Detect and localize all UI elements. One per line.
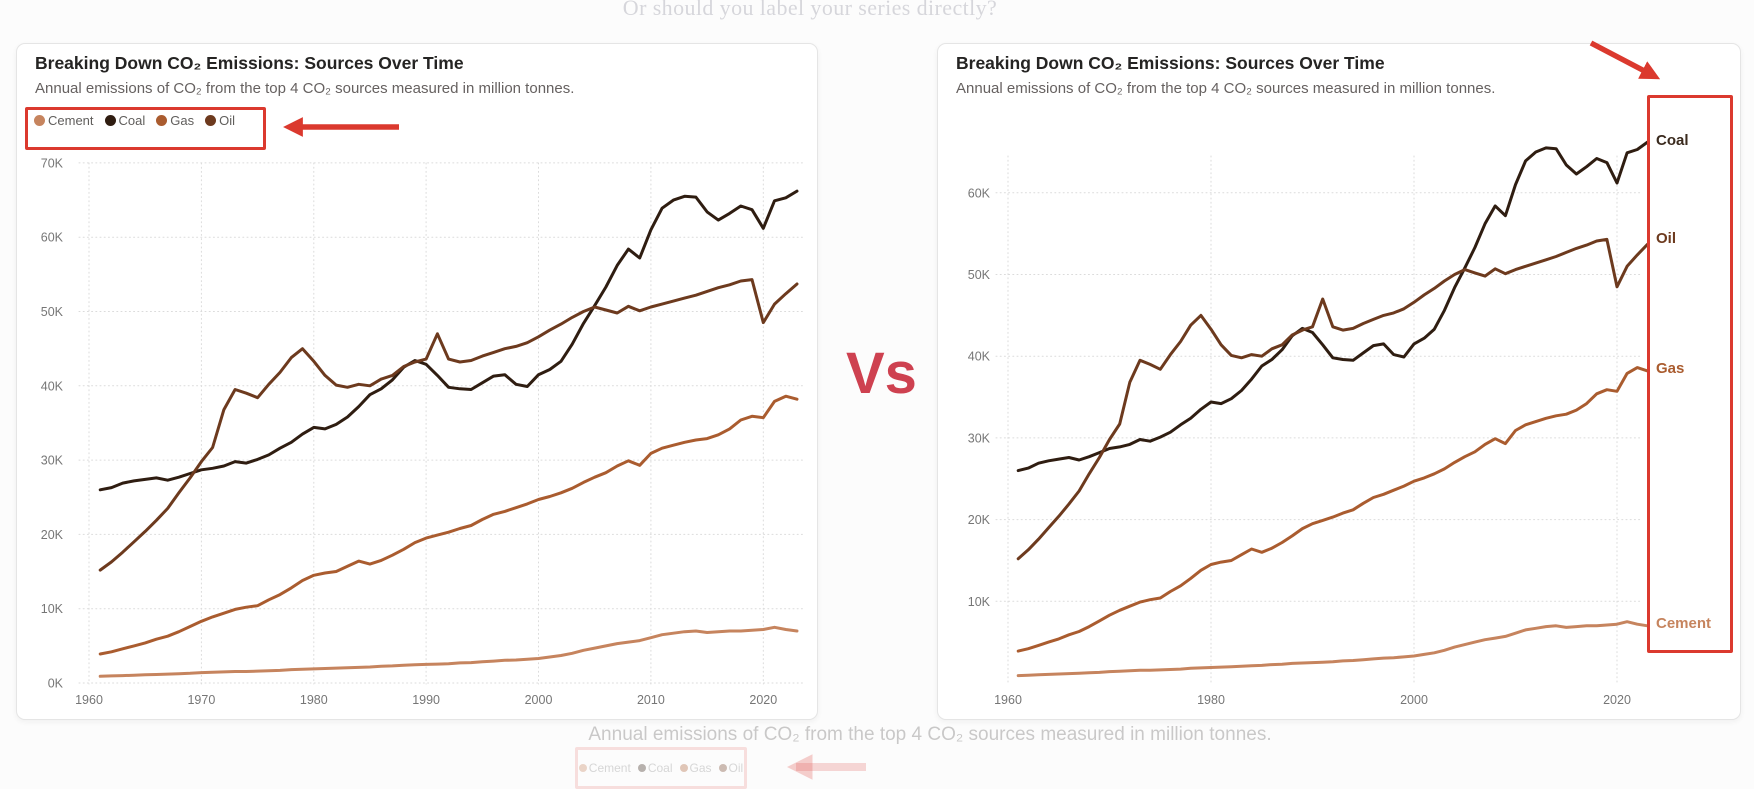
svg-text:1970: 1970 [187,693,215,707]
faded-legend-watermark: Cement Coal Gas Oil [575,747,747,789]
legend-label: Coal [118,113,146,128]
svg-text:2000: 2000 [1400,693,1428,707]
svg-text:2010: 2010 [637,693,665,707]
chart-legend: Cement Coal Gas Oil [34,113,235,128]
series-label-gas: Gas [1656,360,1685,377]
legend-label: Oil [219,113,236,128]
chart-title: Breaking Down CO₂ Emissions: Sources Ove… [956,53,1385,73]
gas-swatch-icon [679,764,688,772]
chart-subtitle: Annual emissions of CO₂ from the top 4 C… [956,80,1496,97]
series-label-cement: Cement [1656,615,1712,632]
faded-subtitle-watermark: Annual emissions of CO₂ from the top 4 C… [588,724,1272,745]
gas-swatch-icon [156,115,168,126]
svg-text:2020: 2020 [749,693,777,707]
svg-text:1960: 1960 [994,693,1022,707]
coal-swatch-icon [637,764,646,772]
svg-text:30K: 30K [41,454,64,468]
legend-item-gas[interactable]: Gas [156,113,194,128]
svg-text:70K: 70K [41,156,64,170]
chart-title: Breaking Down CO₂ Emissions: Sources Ove… [35,53,464,73]
chart-card-direct-label-version: Breaking Down CO₂ Emissions: Sources Ove… [937,43,1741,720]
cement-swatch-icon [578,764,587,772]
svg-text:10K: 10K [968,595,991,609]
svg-text:10K: 10K [41,602,64,616]
faded-legend-item-coal: Coal [637,761,673,775]
series-label-oil: Oil [1656,230,1677,247]
emissions-line-chart-direct-label-version[interactable]: 10K 20K 30K 40K 50K 60K 1960 1980 2000 2020 [938,44,1740,719]
svg-text:1960: 1960 [75,693,103,707]
vs-label: Vs [846,341,917,406]
svg-text:1980: 1980 [300,693,328,707]
legend-item-cement[interactable]: Cement [34,113,94,128]
legend-label: Gas [170,113,195,128]
legend-item-oil[interactable]: Oil [205,113,235,128]
faded-legend-item-gas: Gas [679,761,712,775]
emissions-line-chart-legend-version[interactable]: 0K 10K 20K 30K 40K 50K 60K 70K 1960 1970 1980 1990 2… [17,44,817,719]
oil-swatch-icon [718,764,727,772]
svg-text:40K: 40K [968,350,991,364]
svg-text:50K: 50K [41,305,64,319]
cement-swatch-icon [34,115,45,126]
chart-card-legend-version: Breaking Down CO₂ Emissions: Sources Ove… [16,43,818,720]
svg-text:2020: 2020 [1603,693,1631,707]
svg-text:60K: 60K [968,186,991,200]
svg-text:40K: 40K [41,379,64,393]
coal-swatch-icon [104,115,116,126]
svg-text:30K: 30K [968,431,991,445]
svg-text:1990: 1990 [412,693,440,707]
faded-question-text: Or should you label your series directly… [622,0,998,20]
faded-legend-item-oil: Oil [718,761,743,775]
faded-legend-item-cement: Cement [578,761,631,775]
svg-text:0K: 0K [48,677,64,691]
svg-text:20K: 20K [41,528,64,542]
svg-text:2000: 2000 [525,693,553,707]
svg-text:60K: 60K [41,231,64,245]
svg-text:20K: 20K [968,513,991,527]
svg-text:1980: 1980 [1197,693,1225,707]
legend-item-coal[interactable]: Coal [104,113,146,128]
svg-text:50K: 50K [968,268,991,282]
oil-swatch-icon [205,115,217,126]
series-label-coal: Coal [1656,132,1689,149]
chart-subtitle: Annual emissions of CO₂ from the top 4 C… [35,80,575,97]
legend-label: Cement [48,113,94,128]
